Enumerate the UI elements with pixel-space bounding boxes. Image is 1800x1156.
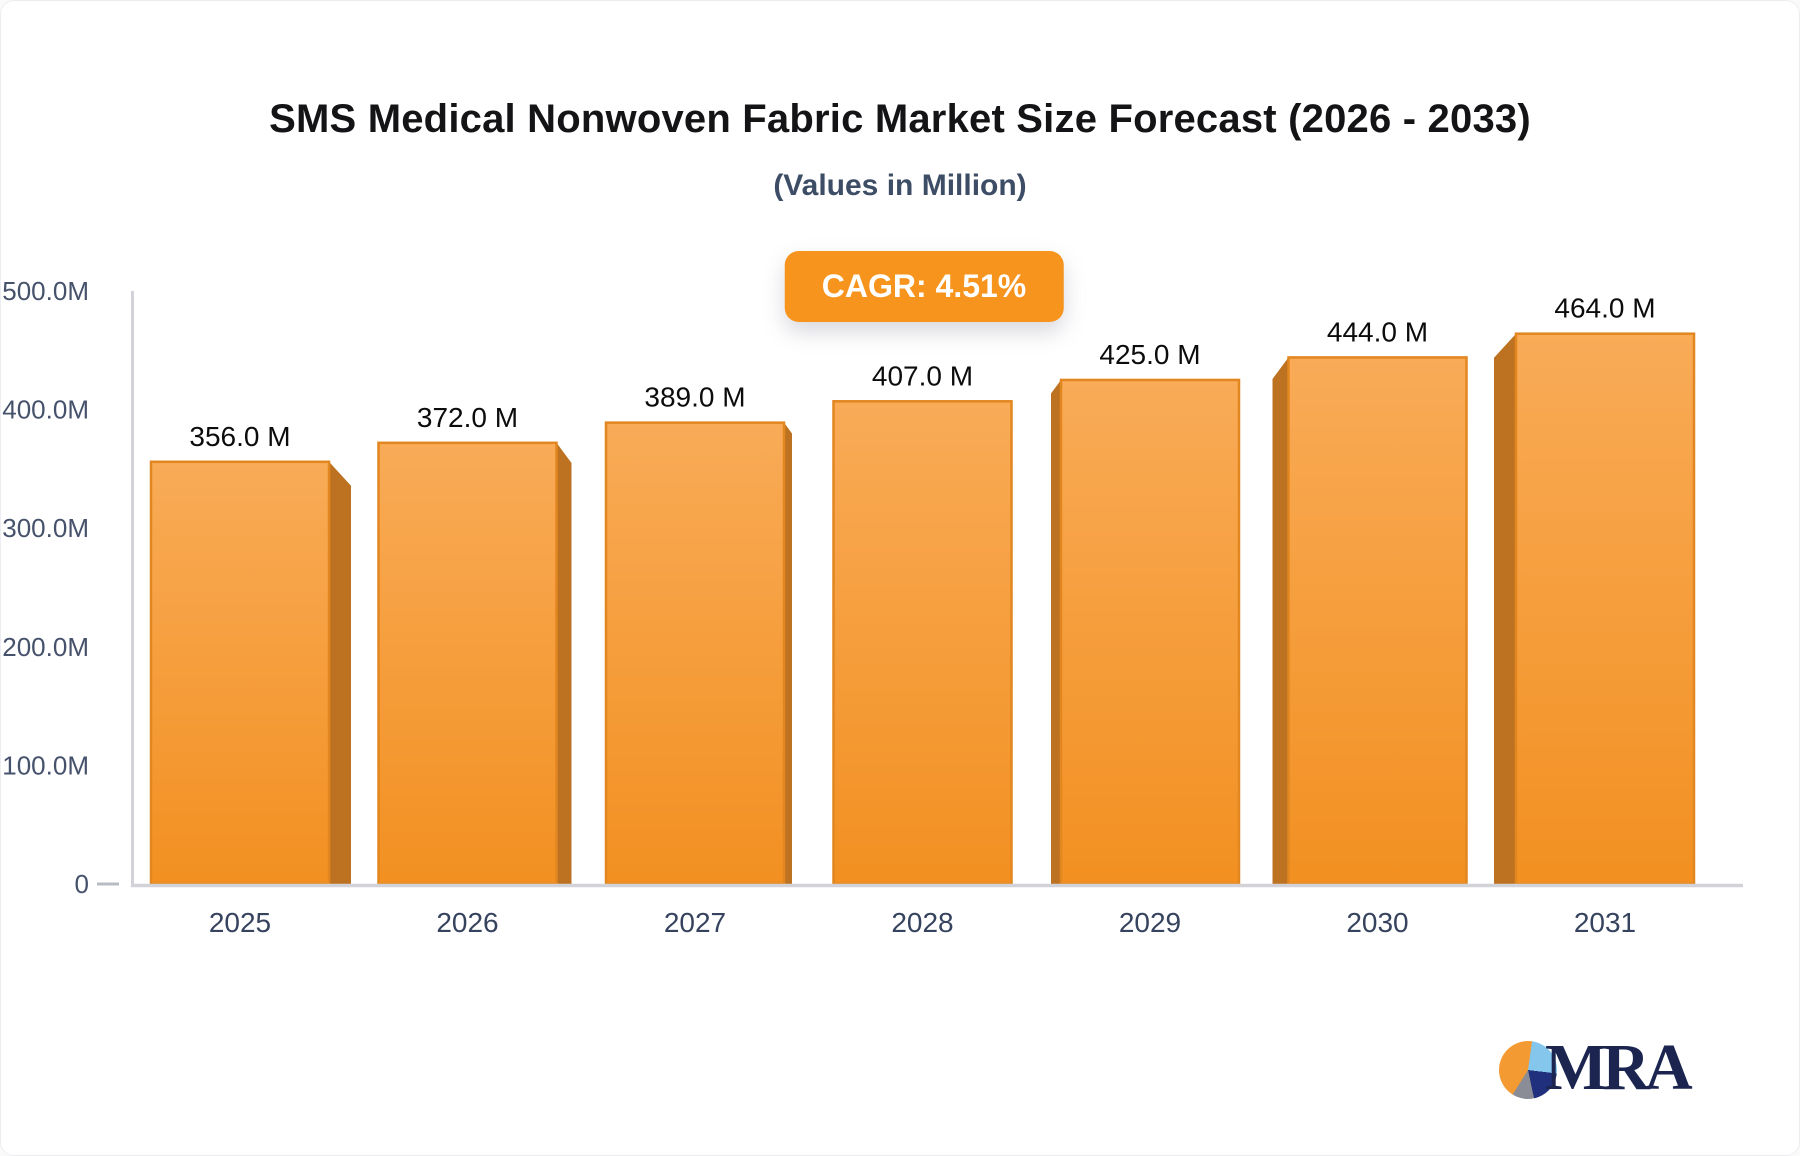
bar: [1514, 332, 1696, 886]
x-axis-label: 2025: [209, 907, 271, 938]
bar-side-face: [1051, 379, 1061, 884]
bar: [832, 400, 1013, 886]
x-axis-label: 2026: [436, 907, 498, 938]
bar-side-face: [784, 422, 792, 884]
bar-value-label: 464.0 M: [1554, 293, 1655, 324]
x-axis-label: 2028: [891, 907, 953, 938]
bar: [604, 421, 786, 886]
bar-side-face: [1272, 357, 1289, 884]
bar: [1287, 356, 1468, 886]
y-axis-label: 300.0M: [2, 513, 89, 543]
bar: [377, 441, 558, 886]
x-axis-label: 2027: [664, 907, 726, 938]
bar-side-face: [1494, 333, 1516, 884]
logo: MRA: [1499, 1031, 1693, 1105]
logo-text: MRA: [1545, 1031, 1693, 1104]
chart-title: SMS Medical Nonwoven Fabric Market Size …: [269, 97, 1531, 141]
bar: [1059, 378, 1241, 886]
y-axis-label: 200.0M: [2, 632, 89, 662]
bar-value-label: 372.0 M: [417, 402, 518, 433]
x-axis-label: 2031: [1574, 907, 1636, 938]
bar-value-label: 425.0 M: [1099, 339, 1200, 370]
bar-side-face: [329, 461, 351, 884]
bar-value-label: 444.0 M: [1327, 316, 1428, 347]
bar-side-face: [556, 442, 572, 884]
cagr-badge: CAGR: 4.51%: [784, 251, 1064, 322]
y-axis-label: 0: [75, 869, 89, 899]
y-axis-label: 100.0M: [2, 750, 89, 780]
bar-value-label: 356.0 M: [189, 421, 290, 452]
bar-value-label: 389.0 M: [644, 382, 745, 413]
bar: [149, 460, 331, 886]
x-axis-label: 2029: [1119, 907, 1181, 938]
y-axis-label: 500.0M: [2, 276, 89, 306]
chart-subtitle: (Values in Million): [773, 169, 1027, 202]
bar-value-label: 407.0 M: [872, 360, 973, 391]
y-axis-label: 400.0M: [2, 395, 89, 425]
x-axis-label: 2030: [1346, 907, 1408, 938]
pie-chart-icon: [1499, 1041, 1557, 1099]
